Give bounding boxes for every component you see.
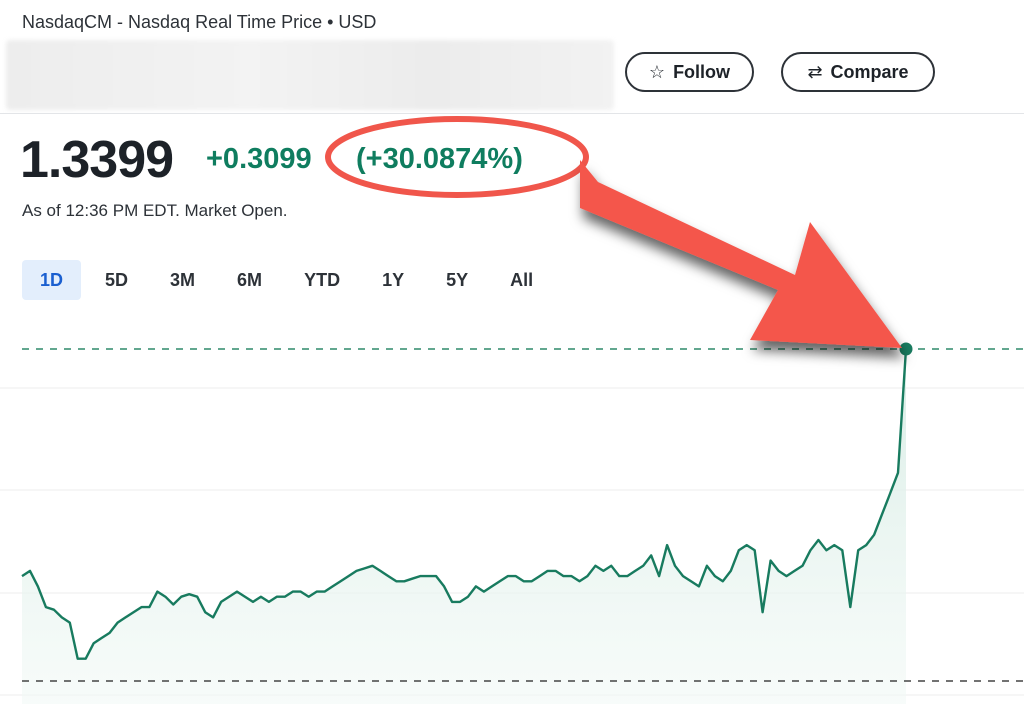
compare-label: Compare [830, 61, 909, 82]
compare-button[interactable]: ⇄ Compare [781, 52, 935, 92]
price-change-percent: (+30.0874%) [356, 143, 523, 175]
follow-button[interactable]: ☆ Follow [625, 52, 754, 92]
current-price: 1.3399 [20, 131, 174, 189]
price-line [21, 348, 908, 660]
company-name-redacted [6, 40, 614, 110]
header-divider [0, 113, 1024, 114]
range-tab-5y[interactable]: 5Y [446, 269, 469, 290]
range-selector: 1D 5D 3M 6M YTD 1Y 5Y All [22, 260, 551, 300]
price-area-fill [22, 349, 906, 704]
price-chart[interactable] [0, 300, 1024, 704]
market-status: As of 12:36 PM EDT. Market Open. [22, 201, 288, 220]
price-change: +0.3099 [206, 143, 312, 175]
range-tab-6m[interactable]: 6M [237, 269, 263, 290]
follow-label: Follow [673, 61, 731, 82]
last-price-marker [899, 342, 913, 356]
compare-arrows-icon: ⇄ [807, 61, 823, 82]
range-tab-all[interactable]: All [510, 269, 534, 290]
exchange-line: NasdaqCM - Nasdaq Real Time Price • USD [22, 12, 377, 32]
range-tab-1d[interactable]: 1D [22, 260, 82, 300]
range-tab-5d[interactable]: 5D [105, 269, 129, 290]
range-tab-3m[interactable]: 3M [170, 269, 196, 290]
range-tab-1y[interactable]: 1Y [382, 269, 405, 290]
range-tab-ytd[interactable]: YTD [304, 269, 341, 290]
star-icon: ☆ [648, 61, 666, 82]
